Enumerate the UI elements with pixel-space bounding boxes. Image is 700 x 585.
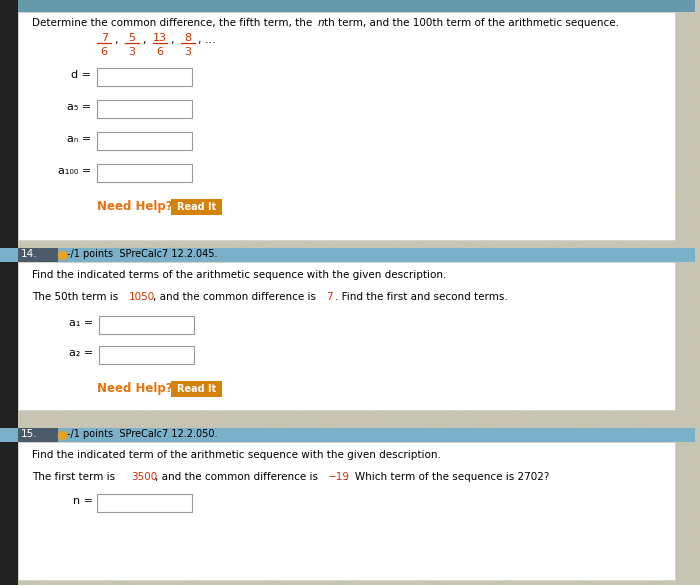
Bar bbox=[97, 494, 192, 512]
Text: Determine the common difference, the fifth term, the: Determine the common difference, the fif… bbox=[32, 18, 315, 28]
Text: −19: −19 bbox=[328, 472, 349, 482]
Bar bbox=[99, 346, 194, 364]
Bar bbox=[18, 262, 675, 410]
Text: Find the indicated terms of the arithmetic sequence with the given description.: Find the indicated terms of the arithmet… bbox=[32, 270, 446, 280]
Text: n =: n = bbox=[74, 496, 93, 506]
Text: .  Which term of the sequence is 2702?: . Which term of the sequence is 2702? bbox=[345, 472, 550, 482]
Text: 3: 3 bbox=[184, 47, 191, 57]
Text: -/1 points  SPreCalc7 12.2.050.: -/1 points SPreCalc7 12.2.050. bbox=[67, 429, 218, 439]
Text: , and the common difference is: , and the common difference is bbox=[153, 292, 319, 302]
Bar bbox=[99, 316, 194, 334]
Text: d =: d = bbox=[71, 70, 91, 80]
Bar bbox=[97, 68, 192, 86]
Bar bbox=[18, 248, 57, 262]
Text: Need Help?: Need Help? bbox=[97, 200, 173, 213]
Text: 13: 13 bbox=[153, 33, 167, 43]
Text: 7: 7 bbox=[327, 292, 333, 302]
Bar bbox=[171, 199, 223, 215]
Text: The 50th term is: The 50th term is bbox=[32, 292, 121, 302]
Text: 1050: 1050 bbox=[129, 292, 155, 302]
Bar bbox=[18, 442, 675, 580]
Bar bbox=[0, 0, 18, 585]
Text: a₂ =: a₂ = bbox=[69, 348, 93, 358]
Text: 8: 8 bbox=[184, 33, 191, 43]
Text: 6: 6 bbox=[156, 47, 163, 57]
Text: 6: 6 bbox=[101, 47, 108, 57]
Bar bbox=[97, 164, 192, 182]
Text: . Find the first and second terms.: . Find the first and second terms. bbox=[335, 292, 508, 302]
Text: Need Help?: Need Help? bbox=[97, 382, 173, 395]
Text: a₁ =: a₁ = bbox=[69, 318, 93, 328]
Text: ,: , bbox=[142, 35, 146, 45]
Bar bbox=[0, 248, 695, 262]
Bar bbox=[18, 0, 695, 12]
Text: th term, and the 100th term of the arithmetic sequence.: th term, and the 100th term of the arith… bbox=[323, 18, 619, 28]
Text: 7: 7 bbox=[101, 33, 108, 43]
Text: 3500: 3500 bbox=[131, 472, 158, 482]
Text: The first term is: The first term is bbox=[32, 472, 118, 482]
Text: 5: 5 bbox=[129, 33, 136, 43]
Text: aₙ =: aₙ = bbox=[67, 134, 91, 144]
Text: a₁₀₀ =: a₁₀₀ = bbox=[58, 166, 91, 176]
Text: , ...: , ... bbox=[197, 35, 216, 45]
Text: Find the indicated term of the arithmetic sequence with the given description.: Find the indicated term of the arithmeti… bbox=[32, 450, 440, 460]
Text: 14.: 14. bbox=[21, 249, 38, 259]
Text: a₅ =: a₅ = bbox=[67, 102, 91, 112]
Text: 3: 3 bbox=[129, 47, 136, 57]
Text: ,: , bbox=[169, 35, 173, 45]
Bar bbox=[97, 132, 192, 150]
Bar bbox=[97, 100, 192, 118]
Text: 15.: 15. bbox=[21, 429, 38, 439]
Text: ,: , bbox=[114, 35, 118, 45]
Text: , and the common difference is: , and the common difference is bbox=[155, 472, 321, 482]
Bar bbox=[0, 428, 695, 442]
Text: -/1 points  SPreCalc7 12.2.045.: -/1 points SPreCalc7 12.2.045. bbox=[67, 249, 218, 259]
Text: n: n bbox=[318, 18, 324, 28]
Bar bbox=[171, 381, 223, 397]
Bar bbox=[18, 428, 57, 442]
Text: Read It: Read It bbox=[177, 202, 216, 212]
Text: Read It: Read It bbox=[177, 384, 216, 394]
Bar bbox=[18, 12, 675, 240]
